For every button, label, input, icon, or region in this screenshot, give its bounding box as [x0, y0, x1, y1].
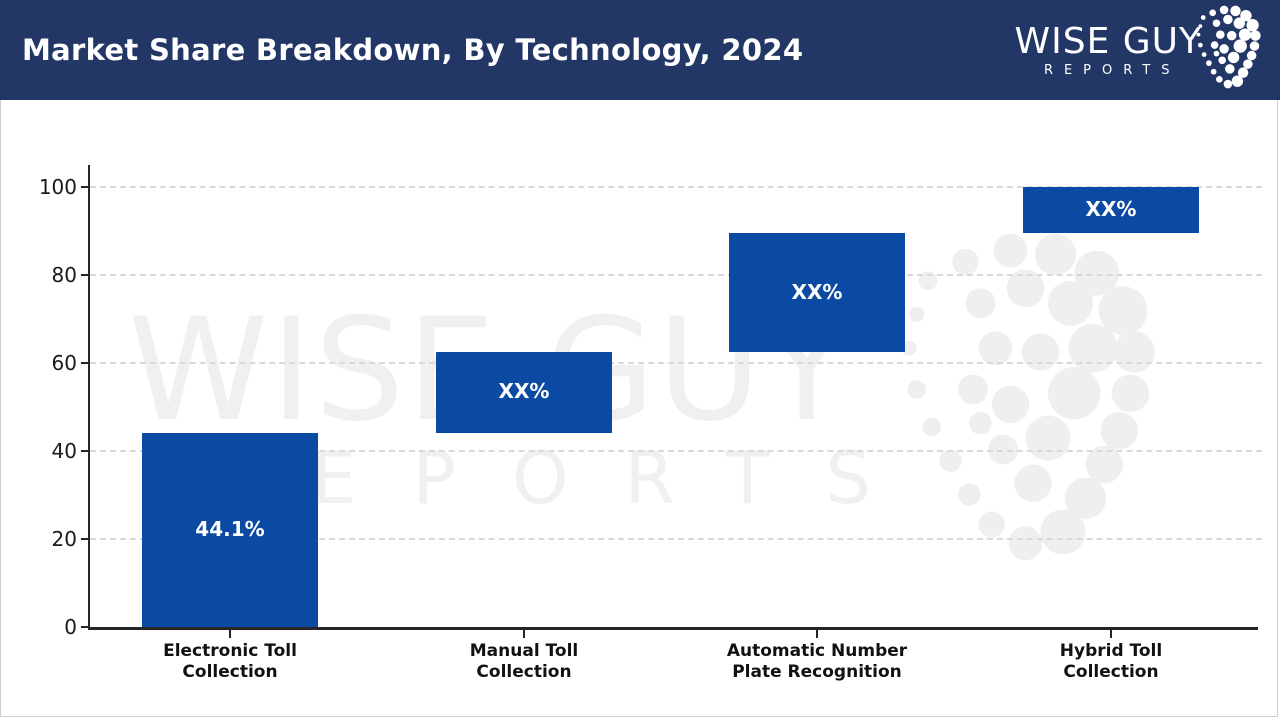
- y-tick-mark: [81, 450, 89, 452]
- gridline: [90, 538, 1262, 540]
- y-tick-label: 100: [38, 175, 77, 199]
- y-tick-label: 20: [51, 527, 77, 551]
- y-tick-label: 80: [51, 263, 77, 287]
- category-label: Electronic Toll Collection: [163, 641, 297, 682]
- bar-value-label: XX%: [498, 379, 550, 404]
- y-tick-mark: [81, 362, 89, 364]
- bar: [729, 233, 905, 352]
- x-tick-mark: [816, 630, 818, 638]
- category-label: Manual Toll Collection: [469, 641, 579, 682]
- gridline: [90, 274, 1262, 276]
- y-tick-mark: [81, 626, 89, 628]
- y-tick-mark: [81, 274, 89, 276]
- logo-text: WISE GUY REPORTS: [1014, 20, 1203, 78]
- y-tick-label: 40: [51, 439, 77, 463]
- header: Market Share Breakdown, By Technology, 2…: [0, 0, 1280, 100]
- bar-value-label: XX%: [1085, 197, 1137, 222]
- x-tick-mark: [1110, 630, 1112, 638]
- bar-value-label: 44.1%: [195, 516, 265, 541]
- y-tick-label: 0: [64, 615, 77, 639]
- wiseguy-logo: WISE GUY REPORTS: [1014, 5, 1265, 90]
- page-title: Market Share Breakdown, By Technology, 2…: [22, 33, 804, 67]
- x-axis-spine: [88, 627, 1258, 630]
- y-tick-label: 60: [51, 351, 77, 375]
- category-label: Hybrid Toll Collection: [1059, 641, 1163, 682]
- y-axis-spine: [88, 165, 90, 630]
- y-tick-mark: [81, 538, 89, 540]
- logo-name: WISE GUY: [1014, 20, 1202, 62]
- wiseguy-head-logo-icon: [1196, 5, 1261, 89]
- y-tick-mark: [81, 186, 89, 188]
- logo-tagline: REPORTS: [1043, 62, 1181, 78]
- bar-value-label: XX%: [791, 279, 843, 304]
- gridline: [90, 450, 1262, 452]
- gridline: [90, 362, 1262, 364]
- x-tick-mark: [229, 630, 231, 638]
- gridline: [90, 186, 1262, 188]
- bar: [1023, 187, 1199, 234]
- category-label: Automatic Number Plate Recognition: [726, 641, 908, 682]
- bar: [436, 352, 612, 433]
- x-tick-mark: [523, 630, 525, 638]
- bar: [142, 432, 318, 627]
